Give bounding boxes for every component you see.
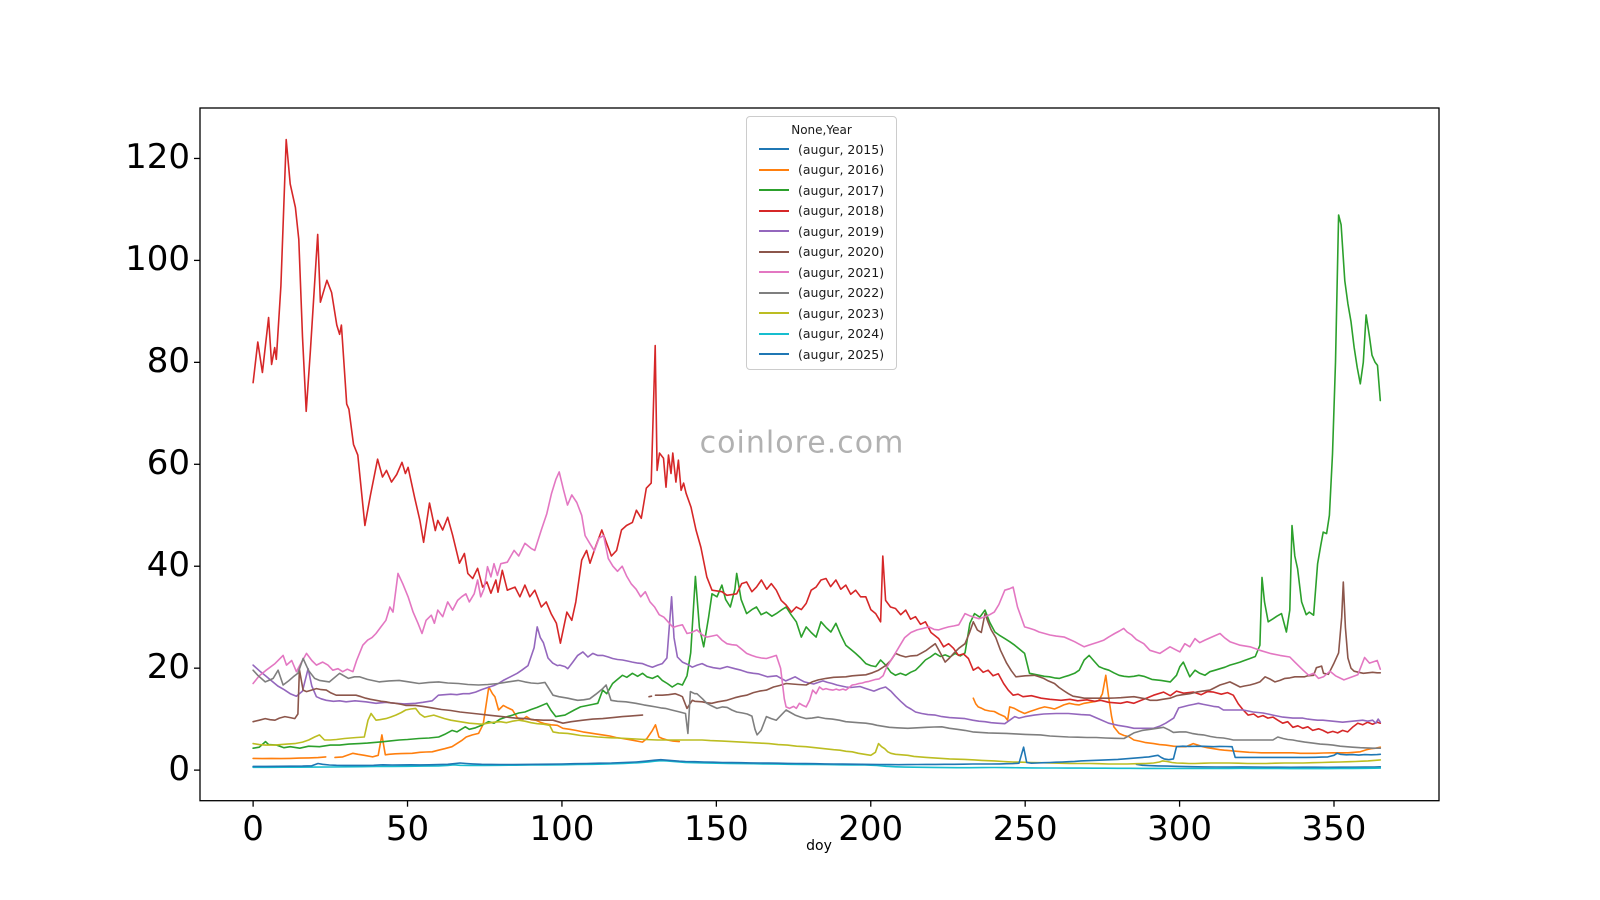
legend-label: (augur, 2016) <box>798 162 885 178</box>
y-tick-label: 80 <box>146 341 190 382</box>
series-line-2020 <box>654 581 1382 710</box>
x-tick-label: 50 <box>385 809 430 849</box>
legend-line-swatch <box>759 189 789 192</box>
legend-line-swatch <box>759 332 789 335</box>
legend-entry-2020: (augur, 2020) <box>753 242 890 263</box>
legend-line-swatch <box>759 291 789 294</box>
legend-entry-2022: (augur, 2022) <box>753 283 890 304</box>
series-line-2021 <box>252 471 1382 710</box>
series-line-2017 <box>252 214 1382 750</box>
legend: None,Year (augur, 2015) (augur, 2016) (aug… <box>746 116 897 370</box>
legend-entry-2017: (augur, 2017) <box>753 180 890 201</box>
legend-label: (augur, 2023) <box>798 305 885 321</box>
series-line-2019 <box>252 595 1382 730</box>
x-tick-label: 100 <box>529 809 595 849</box>
series-line-2018 <box>252 138 1382 734</box>
series-line-2025 <box>252 745 1382 768</box>
legend-title: None,Year <box>791 123 852 137</box>
series-line-2020 <box>648 695 653 698</box>
legend-label: (augur, 2015) <box>798 141 885 157</box>
legend-label: (augur, 2019) <box>798 223 885 239</box>
series-line-2020 <box>252 668 644 725</box>
legend-label: (augur, 2021) <box>798 264 885 280</box>
legend-line-swatch <box>759 230 789 233</box>
x-tick-label: 200 <box>838 809 904 849</box>
legend-label: (augur, 2017) <box>798 182 885 198</box>
y-tick-label: 0 <box>168 749 190 790</box>
y-tick-label: 60 <box>146 443 190 484</box>
legend-line-swatch <box>759 271 789 274</box>
y-tick-label: 20 <box>146 647 190 688</box>
y-tick-label: 100 <box>125 239 190 280</box>
watermark-text: coinlore.com <box>699 425 905 461</box>
series-line-2015 <box>1135 763 1382 769</box>
legend-line-swatch <box>759 168 789 171</box>
x-tick-label: 350 <box>1301 809 1367 849</box>
legend-entry-2018: (augur, 2018) <box>753 201 890 222</box>
legend-line-swatch <box>759 312 789 315</box>
x-tick-label: 300 <box>1147 809 1213 849</box>
x-tick-label: 150 <box>683 809 749 849</box>
legend-entry-2016: (augur, 2016) <box>753 160 890 181</box>
series-line-2016 <box>972 674 1382 755</box>
legend-label: (augur, 2025) <box>798 346 885 362</box>
series-line-2016 <box>252 756 327 760</box>
legend-label: (augur, 2024) <box>798 326 885 342</box>
legend-entry-2021: (augur, 2021) <box>753 262 890 283</box>
series-line-2022 <box>252 657 1382 750</box>
legend-line-swatch <box>759 353 789 356</box>
x-tick-label: 0 <box>242 809 264 849</box>
series-line-2023 <box>252 707 1382 765</box>
legend-line-swatch <box>759 209 789 212</box>
legend-entry-2023: (augur, 2023) <box>753 303 890 324</box>
legend-label: (augur, 2020) <box>798 244 885 260</box>
legend-entry-2025: (augur, 2025) <box>753 344 890 365</box>
legend-entry-2024: (augur, 2024) <box>753 324 890 345</box>
legend-rows: (augur, 2015) (augur, 2016) (augur, 2017) (… <box>753 139 890 365</box>
y-tick-label: 40 <box>146 545 190 586</box>
x-axis-label: doy <box>806 838 832 854</box>
x-tick-label: 250 <box>992 809 1058 849</box>
y-tick-label: 120 <box>125 137 190 178</box>
legend-label: (augur, 2018) <box>798 203 885 219</box>
legend-line-swatch <box>759 148 789 151</box>
legend-entry-2015: (augur, 2015) <box>753 139 890 160</box>
legend-entry-2019: (augur, 2019) <box>753 221 890 242</box>
axes-spines <box>199 107 1440 802</box>
legend-label: (augur, 2022) <box>798 285 885 301</box>
series-line-2016 <box>334 686 681 759</box>
legend-line-swatch <box>759 250 789 253</box>
